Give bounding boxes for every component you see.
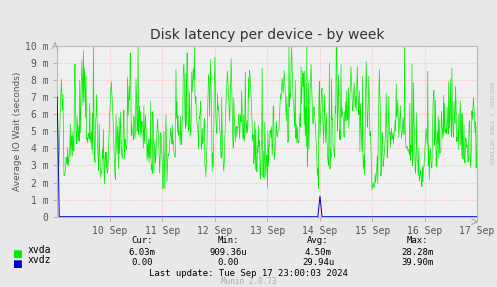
Text: Max:: Max: [407, 236, 428, 245]
Text: 909.36u: 909.36u [210, 249, 248, 257]
Text: 28.28m: 28.28m [402, 249, 433, 257]
Text: ■: ■ [12, 249, 22, 259]
Text: Avg:: Avg: [307, 236, 329, 245]
Text: ■: ■ [12, 259, 22, 269]
Text: Cur:: Cur: [131, 236, 153, 245]
Text: 29.94u: 29.94u [302, 259, 334, 267]
Text: 6.03m: 6.03m [128, 249, 155, 257]
Text: Min:: Min: [218, 236, 240, 245]
Text: xvdz: xvdz [27, 255, 51, 265]
Text: 0.00: 0.00 [131, 259, 153, 267]
Text: 4.50m: 4.50m [305, 249, 331, 257]
Text: Last update: Tue Sep 17 23:00:03 2024: Last update: Tue Sep 17 23:00:03 2024 [149, 269, 348, 278]
Text: RRDTOOL / TOBI OETIKER: RRDTOOL / TOBI OETIKER [488, 82, 493, 165]
Text: 39.90m: 39.90m [402, 259, 433, 267]
Y-axis label: Average IO Wait (seconds): Average IO Wait (seconds) [13, 72, 22, 191]
Title: Disk latency per device - by week: Disk latency per device - by week [150, 28, 384, 42]
Text: Munin 2.0.73: Munin 2.0.73 [221, 277, 276, 286]
Text: xvda: xvda [27, 245, 51, 255]
Text: 0.00: 0.00 [218, 259, 240, 267]
